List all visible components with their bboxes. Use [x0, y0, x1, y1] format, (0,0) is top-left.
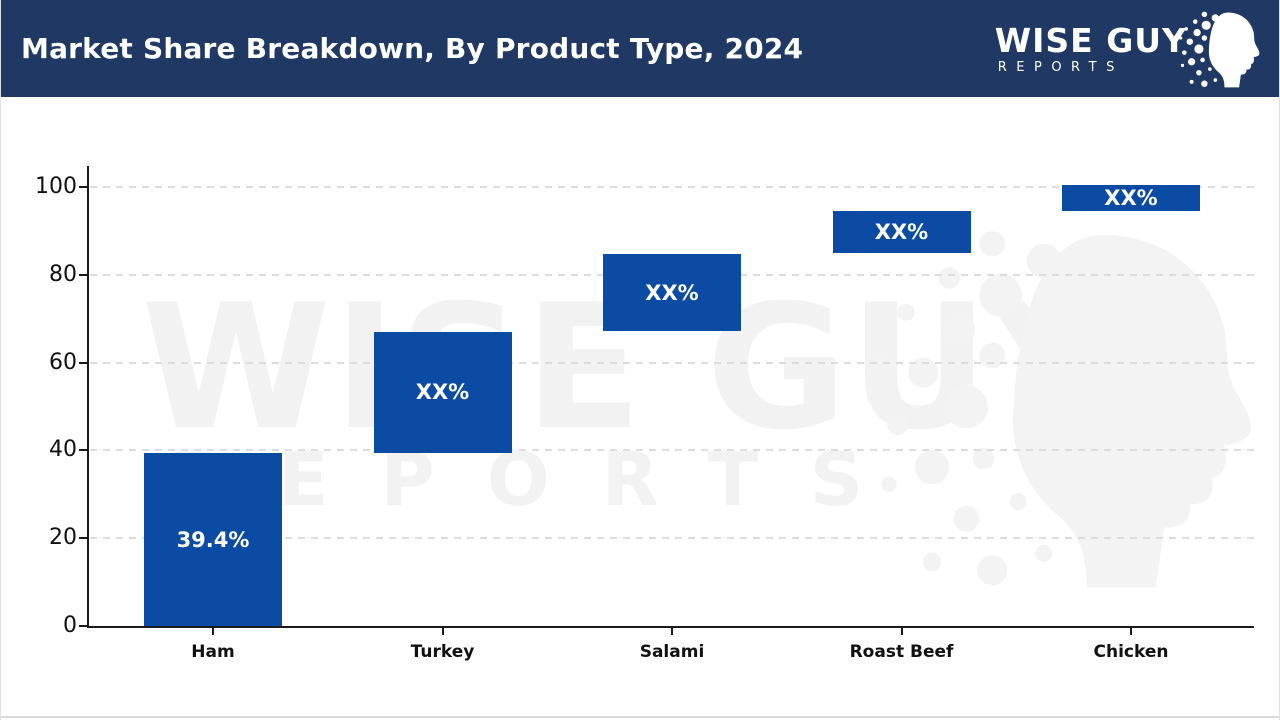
bar-value-label: XX% — [1104, 185, 1158, 210]
header-bar: Market Share Breakdown, By Product Type,… — [1, 0, 1279, 97]
chart-title: Market Share Breakdown, By Product Type,… — [21, 32, 804, 65]
bar: XX% — [373, 331, 512, 454]
x-tick-mark — [1130, 628, 1132, 635]
x-tick-mark — [900, 628, 903, 635]
y-tick-mark — [79, 273, 87, 276]
x-category-label: Salami — [639, 642, 705, 662]
y-axis-line — [87, 166, 89, 628]
x-tick-mark — [671, 628, 673, 635]
wiseguy-head-icon — [1179, 11, 1260, 87]
x-axis-line — [87, 626, 1254, 628]
gridline — [90, 537, 1254, 540]
bar: XX% — [603, 254, 741, 331]
logo-wordmark: WISE GUY — [994, 20, 1187, 60]
bar-value-label: XX% — [874, 220, 929, 245]
gridline — [90, 186, 1254, 188]
x-category-label: Chicken — [1093, 642, 1169, 662]
y-tick-label: 40 — [49, 437, 77, 463]
y-tick-mark — [79, 186, 87, 188]
wiseguy-logo: WISE GUY REPORTS — [995, 7, 1265, 91]
y-tick-mark — [79, 537, 87, 540]
y-tick-label: 0 — [63, 613, 77, 638]
bar-value-label: 39.4% — [176, 527, 250, 552]
y-tick-label: 100 — [35, 174, 77, 199]
y-tick-label: 60 — [49, 349, 77, 375]
y-tick-mark — [79, 449, 87, 452]
bar: 39.4% — [144, 453, 282, 626]
y-tick-label: 20 — [49, 525, 77, 551]
bar: XX% — [1062, 184, 1200, 212]
bottom-divider — [1, 716, 1279, 718]
gridline — [90, 449, 1254, 452]
x-tick-mark — [441, 628, 444, 635]
bar: XX% — [832, 211, 971, 254]
logo-subtitle: REPORTS — [997, 59, 1124, 75]
y-tick-mark — [79, 625, 87, 627]
bar-value-label: XX% — [415, 380, 470, 405]
y-tick-mark — [79, 361, 87, 364]
y-tick-label: 80 — [49, 261, 77, 287]
gridline — [90, 361, 1254, 364]
x-tick-mark — [212, 628, 214, 635]
x-category-label: Turkey — [410, 642, 475, 662]
x-category-label: Ham — [191, 642, 235, 662]
x-category-label: Roast Beef — [849, 642, 954, 662]
plot-area: 0 20 40 60 80 100 39.4% Ham XX% Turkey XX% Salami XX… — [35, 166, 1254, 662]
bar-value-label: XX% — [645, 280, 699, 305]
